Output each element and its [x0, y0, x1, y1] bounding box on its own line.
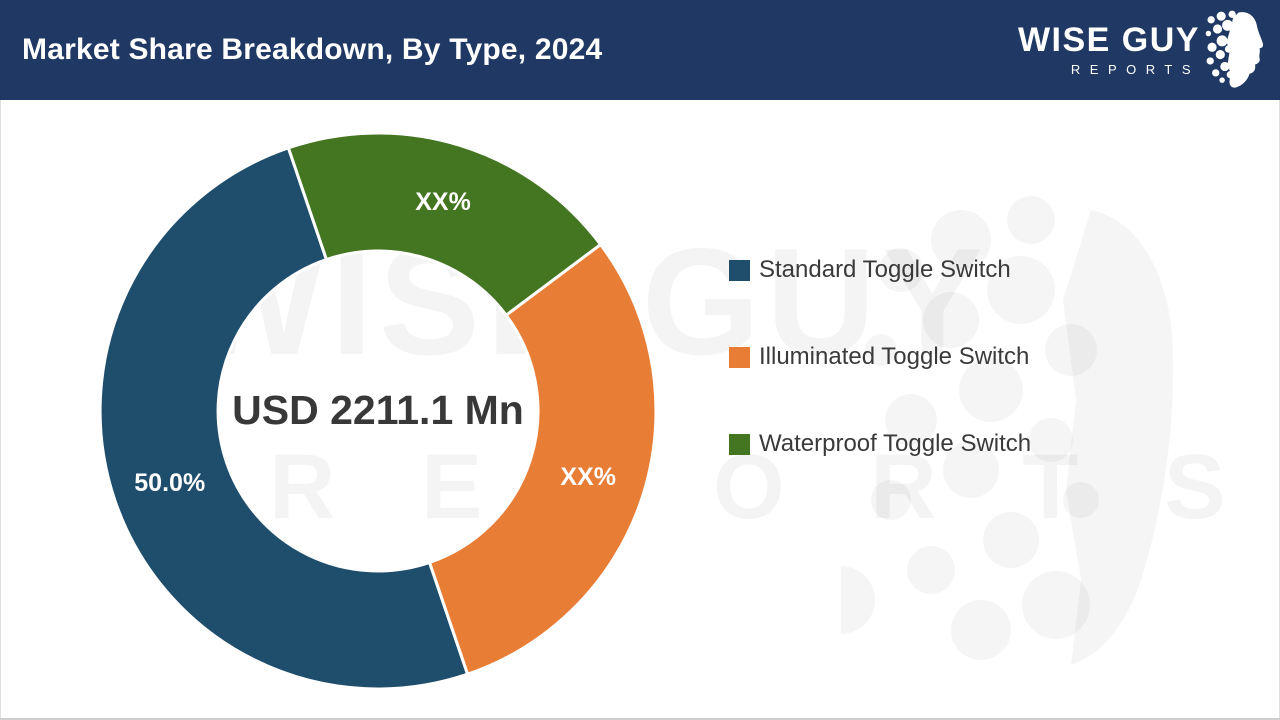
- pie-slice-illuminated-toggle-switch: [428, 242, 658, 676]
- brand-subtitle: REPORTS: [1070, 62, 1200, 78]
- chart-area: WISE GUY R E P O R T S 50.0%XX%XX%USD 22…: [0, 100, 1280, 718]
- legend-swatch-waterproof-toggle-switch: [729, 433, 750, 455]
- legend-item-standard-toggle-switch: Standard Toggle Switch: [729, 256, 1031, 284]
- chart-center-value: USD 2211.1 Mn: [232, 387, 524, 433]
- legend-label: Illuminated Toggle Switch: [759, 343, 1030, 370]
- brand-logo: WISE GUY REPORTS: [1018, 8, 1266, 92]
- pie-slice-label-standard-toggle-switch: 50.0%: [134, 469, 205, 497]
- pie-slice-label-waterproof-toggle-switch: XX%: [415, 188, 471, 216]
- brand-logo-text: WISE GUY REPORTS: [1017, 21, 1200, 78]
- legend-swatch-standard-toggle-switch: [729, 259, 750, 281]
- face-profile-icon: [1205, 10, 1264, 88]
- legend-swatch-illuminated-toggle-switch: [729, 346, 750, 368]
- legend-item-illuminated-toggle-switch: Illuminated Toggle Switch: [729, 343, 1031, 371]
- legend-label: Waterproof Toggle Switch: [759, 430, 1032, 457]
- chart-legend: Standard Toggle Switch Illuminated Toggl…: [729, 256, 1031, 458]
- pie-slice-label-illuminated-toggle-switch: XX%: [560, 463, 616, 491]
- page-title: Market Share Breakdown, By Type, 2024: [22, 33, 603, 66]
- header-bar: Market Share Breakdown, By Type, 2024 WI…: [0, 0, 1280, 100]
- legend-label: Standard Toggle Switch: [759, 256, 1011, 283]
- donut-chart: 50.0% XX% XX% USD 2211.1 Mn: [98, 131, 658, 691]
- brand-name: WISE GUY: [1017, 21, 1200, 59]
- legend-item-waterproof-toggle-switch: Waterproof Toggle Switch: [729, 430, 1031, 458]
- pie-slice-standard-toggle-switch: [98, 146, 470, 691]
- pie-slice-waterproof-toggle-switch: [286, 131, 603, 317]
